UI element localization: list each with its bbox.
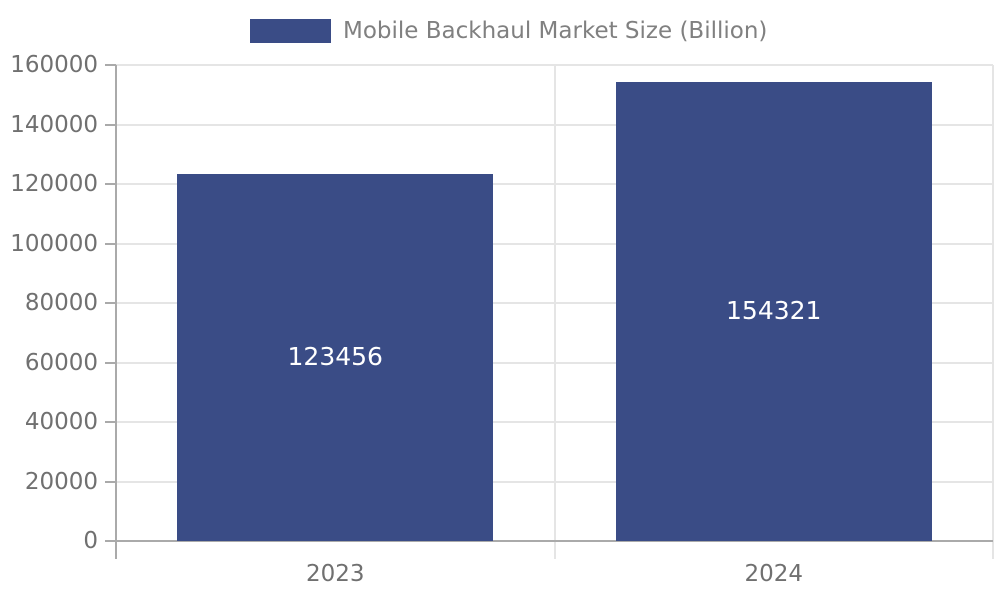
gridline-horizontal bbox=[105, 302, 993, 304]
y-tick-label: 0 bbox=[83, 528, 98, 554]
legend-swatch bbox=[250, 19, 331, 43]
y-tick-mark bbox=[105, 183, 116, 185]
x-tick-label: 2024 bbox=[744, 561, 804, 587]
gridline-horizontal bbox=[105, 123, 993, 126]
gridline-horizontal bbox=[105, 421, 993, 423]
bar-value-label: 123456 bbox=[287, 342, 383, 372]
y-tick-label: 100000 bbox=[10, 230, 98, 257]
chart-legend: Mobile Backhaul Market Size (Billion) bbox=[250, 18, 767, 44]
y-tick-mark bbox=[105, 242, 116, 245]
gridline-horizontal bbox=[105, 64, 993, 66]
y-tick-mark bbox=[105, 540, 116, 542]
bar bbox=[177, 173, 494, 541]
gridline-vertical bbox=[553, 65, 556, 559]
gridline-horizontal bbox=[105, 480, 993, 483]
y-tick-label: 140000 bbox=[10, 111, 98, 138]
y-tick-mark bbox=[105, 421, 116, 423]
y-tick-label: 60000 bbox=[24, 349, 98, 376]
y-tick-label: 80000 bbox=[24, 290, 98, 316]
y-tick-label: 20000 bbox=[24, 468, 98, 495]
y-tick-mark bbox=[105, 480, 116, 483]
gridline-horizontal bbox=[105, 242, 993, 245]
bar bbox=[615, 81, 932, 541]
y-tick-mark bbox=[105, 64, 116, 66]
y-axis-line bbox=[115, 65, 117, 559]
gridline-vertical bbox=[992, 65, 994, 559]
bar-value-label: 154321 bbox=[726, 296, 822, 326]
y-tick-mark bbox=[105, 123, 116, 126]
y-tick-label: 120000 bbox=[10, 171, 98, 197]
y-tick-mark bbox=[105, 361, 116, 364]
legend-label: Mobile Backhaul Market Size (Billion) bbox=[343, 18, 768, 44]
y-tick-mark bbox=[105, 302, 116, 304]
x-axis-line bbox=[105, 540, 993, 542]
y-tick-label: 160000 bbox=[10, 52, 98, 78]
gridline-horizontal bbox=[105, 183, 993, 185]
x-tick-label: 2023 bbox=[305, 561, 365, 587]
y-tick-label: 40000 bbox=[24, 409, 98, 435]
gridline-horizontal bbox=[105, 361, 993, 364]
